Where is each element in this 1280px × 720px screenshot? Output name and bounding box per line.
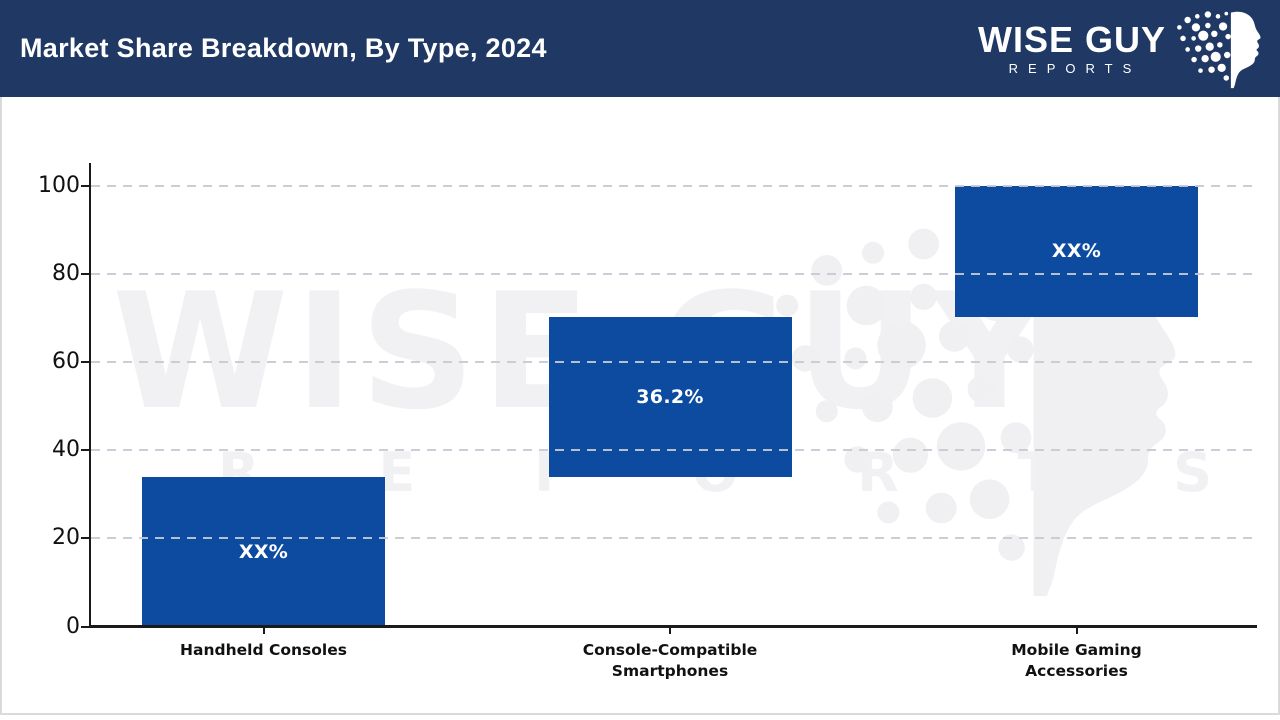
- y-axis-tick-mark: [81, 184, 89, 187]
- gridline: [91, 272, 1256, 275]
- y-axis-tick-mark: [81, 272, 89, 275]
- bar-segment: XX%: [142, 476, 385, 627]
- waterfall-chart: 0 20 40 60 80 100 XX% 36.2% XX% Handheld Consoles…: [0, 97, 1280, 720]
- y-axis-tick-label: 40: [52, 437, 80, 463]
- y-axis-tick-label: 20: [52, 525, 80, 551]
- wise-guy-reports-logo: WISE GUY REPORTS: [978, 9, 1264, 89]
- y-axis-tick-label: 60: [52, 348, 80, 374]
- x-axis-category-label: Handheld Consoles: [180, 641, 347, 659]
- y-axis-line: [89, 163, 91, 628]
- bar-value-label: XX%: [238, 540, 289, 563]
- gridline: [91, 184, 1256, 187]
- bar-segment: XX%: [955, 185, 1198, 317]
- y-axis-tick-mark: [81, 449, 89, 452]
- x-axis-category-label: Console-Compatible Smartphones: [582, 641, 758, 680]
- logo-wordmark: WISE GUY: [977, 19, 1166, 60]
- header-bar: Market Share Breakdown, By Type, 2024 WI…: [0, 0, 1280, 97]
- logo-subtitle: REPORTS: [1008, 61, 1142, 76]
- gridline: [91, 537, 1256, 540]
- y-axis-tick-mark: [81, 360, 89, 363]
- gridline: [91, 449, 1256, 452]
- y-axis-tick-label: 80: [52, 260, 80, 286]
- y-axis-tick-label: 100: [38, 172, 80, 198]
- bar-value-label: 36.2%: [636, 385, 704, 408]
- y-axis-tick-mark: [81, 625, 89, 628]
- page-title: Market Share Breakdown, By Type, 2024: [20, 33, 547, 63]
- x-axis-category-label: Mobile Gaming Accessories: [1011, 641, 1142, 680]
- logo-face-icon: [1177, 10, 1261, 88]
- y-axis-tick-label: 0: [66, 613, 80, 639]
- x-axis-line: [89, 625, 1257, 628]
- bar-segment: 36.2%: [548, 316, 792, 477]
- x-axis-tick-mark: [1075, 628, 1078, 634]
- x-axis-tick-mark: [669, 628, 671, 634]
- x-axis-tick-mark: [262, 628, 265, 634]
- bar-value-label: XX%: [1051, 240, 1102, 263]
- gridline: [91, 360, 1256, 363]
- y-axis-tick-mark: [81, 537, 89, 540]
